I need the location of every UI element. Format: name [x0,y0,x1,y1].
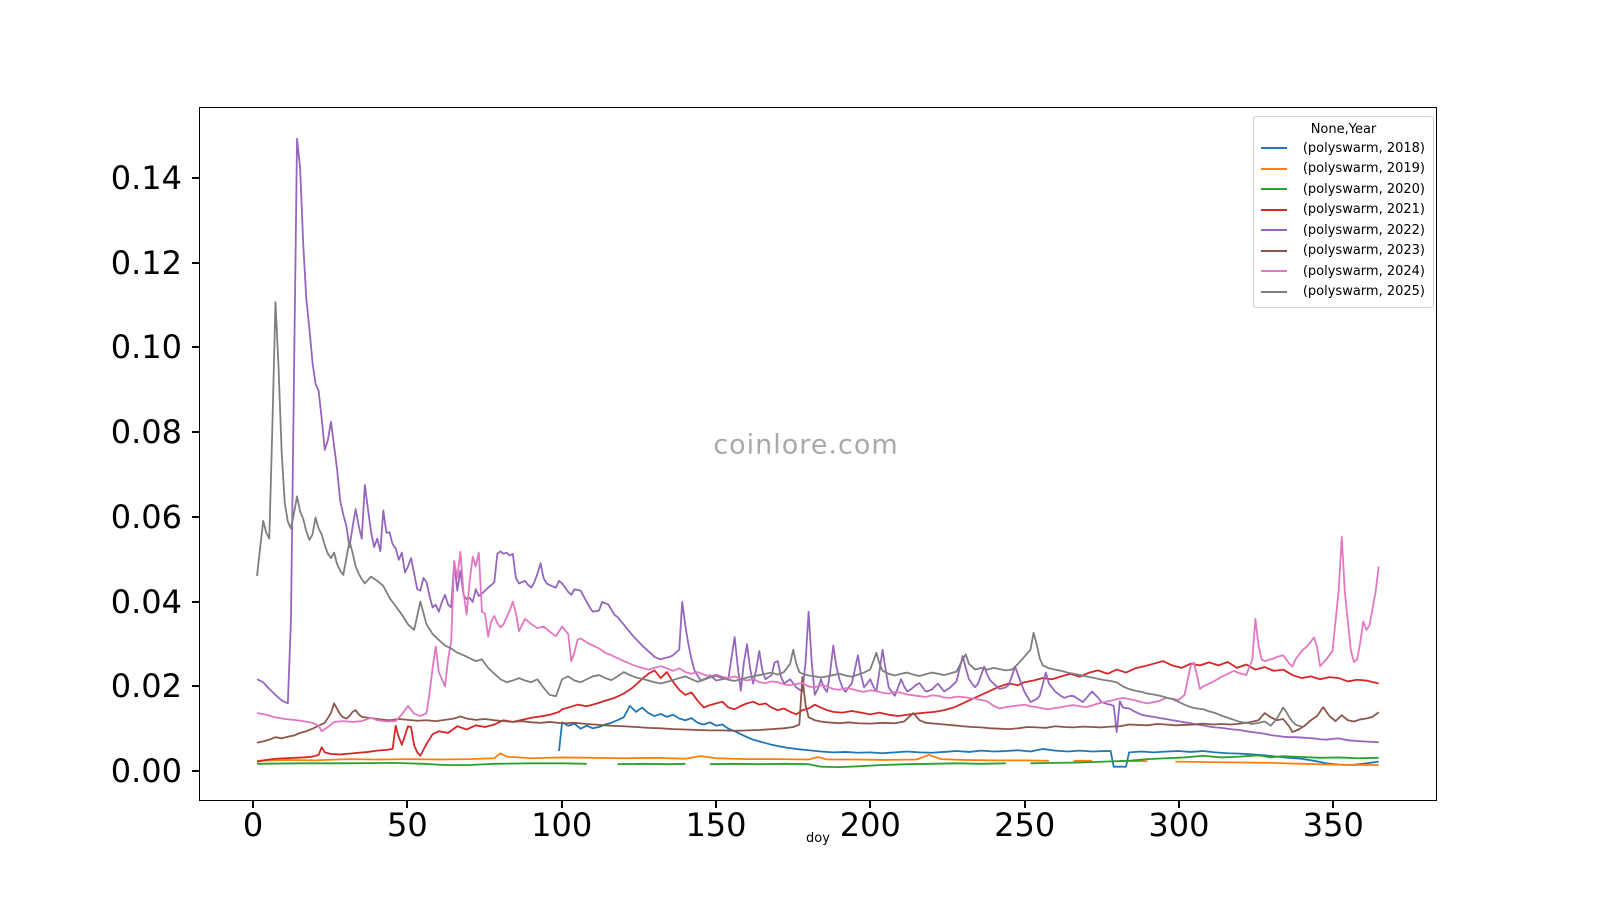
series-line-2025 [256,301,1302,728]
x-tick-label: 150 [685,806,747,844]
legend-line-swatch [1261,188,1287,191]
y-tick-mark [192,685,199,688]
x-tick-label: 0 [242,806,264,844]
legend: None,Year (polyswarm, 2018) (polyswarm, 2… [1253,116,1434,308]
y-tick-mark [192,431,199,434]
y-tick-label: 0.06 [110,497,182,536]
legend-item-2024: (polyswarm, 2024) [1254,261,1433,282]
x-tick-label: 100 [531,806,593,844]
legend-item-2023: (polyswarm, 2023) [1254,241,1433,262]
y-tick-label: 0.00 [110,752,182,790]
x-tick-mark [406,801,409,808]
legend-label: (polyswarm, 2018) [1302,140,1425,156]
y-tick-label: 0.12 [110,243,182,282]
series-line-2024 [256,536,1380,733]
legend-rows: (polyswarm, 2018) (polyswarm, 2019) (polys… [1254,138,1433,302]
legend-item-2018: (polyswarm, 2018) [1254,138,1433,159]
legend-line-swatch [1261,270,1287,273]
legend-item-2020: (polyswarm, 2020) [1254,179,1433,200]
x-tick-mark [560,801,563,808]
y-tick-mark [192,770,199,772]
x-tick-label: 300 [1148,806,1210,844]
x-tick-mark [1177,801,1180,808]
x-axis-label: doy [806,831,830,846]
y-tick-mark [192,176,199,179]
x-tick-label: 350 [1302,806,1364,844]
legend-line-swatch [1261,208,1287,211]
legend-title: None,Year [1310,122,1377,137]
legend-item-2022: (polyswarm, 2022) [1254,220,1433,241]
y-tick-mark [192,515,199,518]
legend-label: (polyswarm, 2025) [1302,284,1425,300]
legend-line-swatch [1261,167,1287,170]
y-tick-mark [192,261,199,264]
legend-line-swatch [1261,229,1287,232]
y-tick-mark [192,600,199,603]
x-tick-mark [1332,801,1335,808]
x-tick-mark [252,801,254,808]
x-tick-mark [714,801,717,808]
y-tick-label: 0.10 [110,328,182,367]
series-line-2020 [256,754,1379,768]
legend-label: (polyswarm, 2023) [1302,243,1425,259]
x-tick-label: 250 [994,806,1056,844]
series-line-2021 [256,660,1379,763]
y-tick-label: 0.02 [110,667,182,706]
legend-label: (polyswarm, 2024) [1302,263,1425,279]
series-line-2023 [256,676,1380,744]
watermark: coinlore.com [713,429,899,461]
legend-label: (polyswarm, 2021) [1302,202,1425,218]
legend-item-2021: (polyswarm, 2021) [1254,200,1433,221]
legend-line-swatch [1261,147,1287,150]
y-tick-label: 0.04 [110,582,182,621]
legend-item-2025: (polyswarm, 2025) [1254,282,1433,303]
y-tick-mark [192,346,199,349]
x-tick-mark [1023,801,1026,808]
series-plot [256,137,1380,768]
plot-area: coinlore.com [199,107,1437,801]
series-line-2019 [256,752,1379,766]
x-tick-mark [869,801,872,808]
y-tick-label: 0.08 [110,413,182,452]
y-tick-label: 0.14 [110,158,182,197]
legend-line-swatch [1261,249,1287,252]
x-tick-label: 50 [386,806,428,844]
legend-label: (polyswarm, 2022) [1302,222,1425,238]
legend-item-2019: (polyswarm, 2019) [1254,159,1433,180]
legend-line-swatch [1261,290,1287,293]
legend-label: (polyswarm, 2019) [1302,161,1425,177]
legend-label: (polyswarm, 2020) [1302,181,1425,197]
x-tick-label: 200 [839,806,901,844]
series-line-2018 [558,704,1379,768]
